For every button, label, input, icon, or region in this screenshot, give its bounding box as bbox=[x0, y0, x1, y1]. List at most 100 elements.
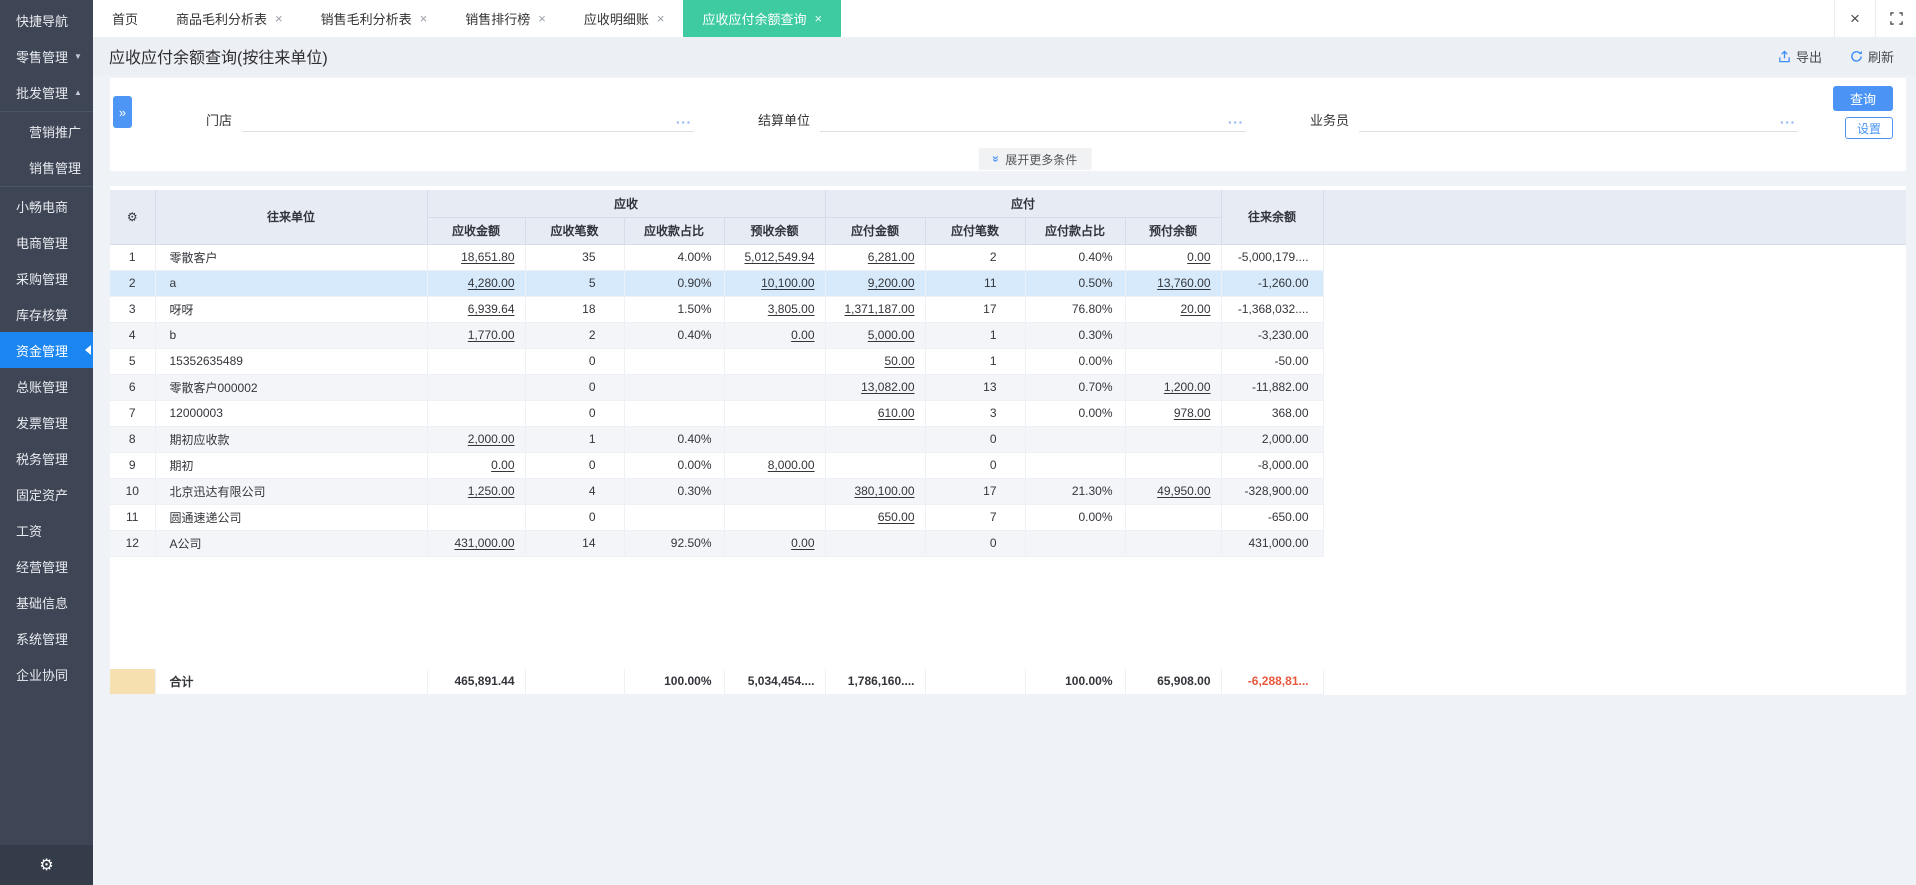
collapse-filter-button[interactable]: » bbox=[113, 96, 132, 128]
refresh-button[interactable]: 刷新 bbox=[1850, 47, 1894, 66]
sidebar-item-16[interactable]: 基础信息 bbox=[0, 584, 93, 620]
tab-2[interactable]: 销售毛利分析表 × bbox=[302, 0, 447, 37]
cell-ap_adv bbox=[1125, 426, 1222, 453]
sidebar-item-2[interactable]: 批发管理 ▲ bbox=[0, 74, 93, 110]
tab-3[interactable]: 销售排行榜 × bbox=[446, 0, 565, 37]
sidebar-item-label: 工资 bbox=[16, 523, 43, 539]
cell-ap_amount[interactable]: 5,000.00 bbox=[825, 322, 926, 349]
cell-ap_adv[interactable]: 978.00 bbox=[1125, 400, 1222, 427]
cell-ar_amount[interactable]: 0.00 bbox=[427, 452, 526, 479]
cell-ar_amount[interactable]: 6,939.64 bbox=[427, 296, 526, 323]
filter-field-label: 结算单位 bbox=[758, 113, 811, 128]
sidebar-item-7[interactable]: 采购管理 bbox=[0, 260, 93, 296]
tab-5[interactable]: 应收应付余额查询 × bbox=[683, 0, 842, 37]
sidebar-item-5[interactable]: 小畅电商 bbox=[0, 188, 93, 224]
sidebar-item-12[interactable]: 税务管理 bbox=[0, 440, 93, 476]
cell-ar_adv[interactable]: 10,100.00 bbox=[724, 270, 826, 297]
cell-ar_amount[interactable]: 1,770.00 bbox=[427, 322, 526, 349]
filter-field-input[interactable]: ··· bbox=[1359, 108, 1798, 132]
tab-label: 销售排行榜 bbox=[465, 12, 531, 27]
cell-ap_amount[interactable]: 13,082.00 bbox=[825, 374, 926, 401]
cell-ar_adv bbox=[724, 400, 826, 427]
cell-ap_amount[interactable]: 9,200.00 bbox=[825, 270, 926, 297]
cell-ar_adv[interactable]: 0.00 bbox=[724, 322, 826, 349]
cell-ap_amount[interactable]: 610.00 bbox=[825, 400, 926, 427]
tab-0[interactable]: 首页 bbox=[93, 0, 157, 37]
sidebar-item-15[interactable]: 经营管理 bbox=[0, 548, 93, 584]
tab-close-icon[interactable]: × bbox=[656, 11, 665, 26]
more-options-icon[interactable]: ··· bbox=[1780, 115, 1796, 130]
query-button[interactable]: 查询 bbox=[1833, 86, 1893, 111]
sidebar-item-11[interactable]: 发票管理 bbox=[0, 404, 93, 440]
cell-ap_adv[interactable]: 49,950.00 bbox=[1125, 478, 1222, 505]
cell-num: 7 bbox=[110, 400, 156, 427]
cell-ar_pct: 0.40% bbox=[624, 426, 725, 453]
cell-name: 零散客户 bbox=[155, 244, 428, 271]
expand-more-filters-button[interactable]: » 展开更多条件 bbox=[978, 148, 1092, 170]
cell-ar_adv[interactable]: 8,000.00 bbox=[724, 452, 826, 479]
sidebar-item-label: 企业协同 bbox=[16, 667, 69, 683]
cell-ap_adv[interactable]: 0.00 bbox=[1125, 244, 1222, 271]
sidebar-item-0[interactable]: 快捷导航 bbox=[0, 2, 93, 38]
filter-field-input[interactable]: ··· bbox=[820, 108, 1246, 132]
cell-balance: -3,230.00 bbox=[1221, 322, 1324, 349]
tab-close-icon[interactable]: × bbox=[419, 11, 428, 26]
fullscreen-button[interactable] bbox=[1875, 0, 1916, 37]
cell-ar_amount[interactable]: 18,651.80 bbox=[427, 244, 526, 271]
more-options-icon[interactable]: ··· bbox=[676, 115, 692, 130]
sidebar-item-8[interactable]: 库存核算 bbox=[0, 296, 93, 332]
cell-filler bbox=[1323, 400, 1906, 426]
cell-ap_pct bbox=[1025, 426, 1126, 453]
cell-ar_amount[interactable]: 4,280.00 bbox=[427, 270, 526, 297]
tab-label: 首页 bbox=[112, 12, 139, 27]
sidebar-item-17[interactable]: 系统管理 bbox=[0, 620, 93, 656]
sidebar-item-6[interactable]: 电商管理 bbox=[0, 224, 93, 260]
filter-settings-button[interactable]: 设置 bbox=[1845, 117, 1893, 139]
sidebar-item-3[interactable]: 营销推广 bbox=[0, 113, 93, 149]
table-empty-space bbox=[110, 557, 1906, 669]
sidebar-item-4[interactable]: 销售管理 bbox=[0, 149, 93, 185]
table-row-11: 11 圆通速递公司 0 650.00 7 0.00% -650.00 bbox=[110, 504, 1906, 531]
sidebar-item-14[interactable]: 工资 bbox=[0, 512, 93, 548]
cell-ap_amount[interactable]: 1,371,187.00 bbox=[825, 296, 926, 323]
cell-ap_adv[interactable]: 13,760.00 bbox=[1125, 270, 1222, 297]
cell-name: 零散客户000002 bbox=[155, 374, 428, 401]
tab-4[interactable]: 应收明细账 × bbox=[565, 0, 684, 37]
cell-ap_adv[interactable]: 20.00 bbox=[1125, 296, 1222, 323]
sidebar-item-13[interactable]: 固定资产 bbox=[0, 476, 93, 512]
table-row-9: 9 期初 0.00 0 0.00% 8,000.00 0 -8,000.00 bbox=[110, 452, 1906, 479]
filter-field-input[interactable]: ··· bbox=[242, 108, 694, 132]
cell-ar_adv[interactable]: 5,012,549.94 bbox=[724, 244, 826, 271]
cell-ap_amount[interactable]: 6,281.00 bbox=[825, 244, 926, 271]
sidebar-item-10[interactable]: 总账管理 bbox=[0, 368, 93, 404]
cell-ar_amount[interactable]: 431,000.00 bbox=[427, 530, 526, 557]
cell-ar_amount[interactable]: 1,250.00 bbox=[427, 478, 526, 505]
table-row-6: 6 零散客户000002 0 13,082.00 13 0.70% 1,200.00 -11,… bbox=[110, 374, 1906, 401]
total-cell-ar_pct: 100.00% bbox=[624, 668, 725, 695]
tab-close-icon[interactable]: × bbox=[538, 11, 546, 26]
cell-ap_amount[interactable]: 380,100.00 bbox=[825, 478, 926, 505]
close-window-button[interactable]: × bbox=[1834, 0, 1875, 37]
cell-ar_adv[interactable]: 0.00 bbox=[724, 530, 826, 557]
cell-ap_adv[interactable]: 1,200.00 bbox=[1125, 374, 1222, 401]
cell-filler bbox=[1323, 322, 1906, 348]
tab-1[interactable]: 商品毛利分析表 × bbox=[157, 0, 302, 37]
sidebar-settings-button[interactable]: ⚙ bbox=[0, 845, 93, 885]
cell-ap_amount[interactable]: 650.00 bbox=[825, 504, 926, 531]
cell-ap_amount[interactable]: 50.00 bbox=[825, 348, 926, 375]
sidebar-item-9[interactable]: 资金管理 bbox=[0, 332, 93, 368]
tab-close-icon[interactable]: × bbox=[814, 11, 823, 26]
more-options-icon[interactable]: ··· bbox=[1228, 115, 1244, 130]
export-button[interactable]: 导出 bbox=[1778, 47, 1822, 66]
cell-num: 2 bbox=[110, 270, 156, 297]
cell-name: A公司 bbox=[155, 530, 428, 557]
tab-close-icon[interactable]: × bbox=[275, 11, 283, 26]
column-settings-gear-icon[interactable]: ⚙ bbox=[110, 190, 156, 245]
cell-ap_pct: 76.80% bbox=[1025, 296, 1126, 323]
cell-ar_amount[interactable]: 2,000.00 bbox=[427, 426, 526, 453]
sidebar-item-1[interactable]: 零售管理 ▼ bbox=[0, 38, 93, 74]
cell-ar_adv bbox=[724, 374, 826, 401]
cell-ap_amount bbox=[825, 452, 926, 479]
sidebar-item-18[interactable]: 企业协同 bbox=[0, 656, 93, 692]
cell-ar_adv[interactable]: 3,805.00 bbox=[724, 296, 826, 323]
